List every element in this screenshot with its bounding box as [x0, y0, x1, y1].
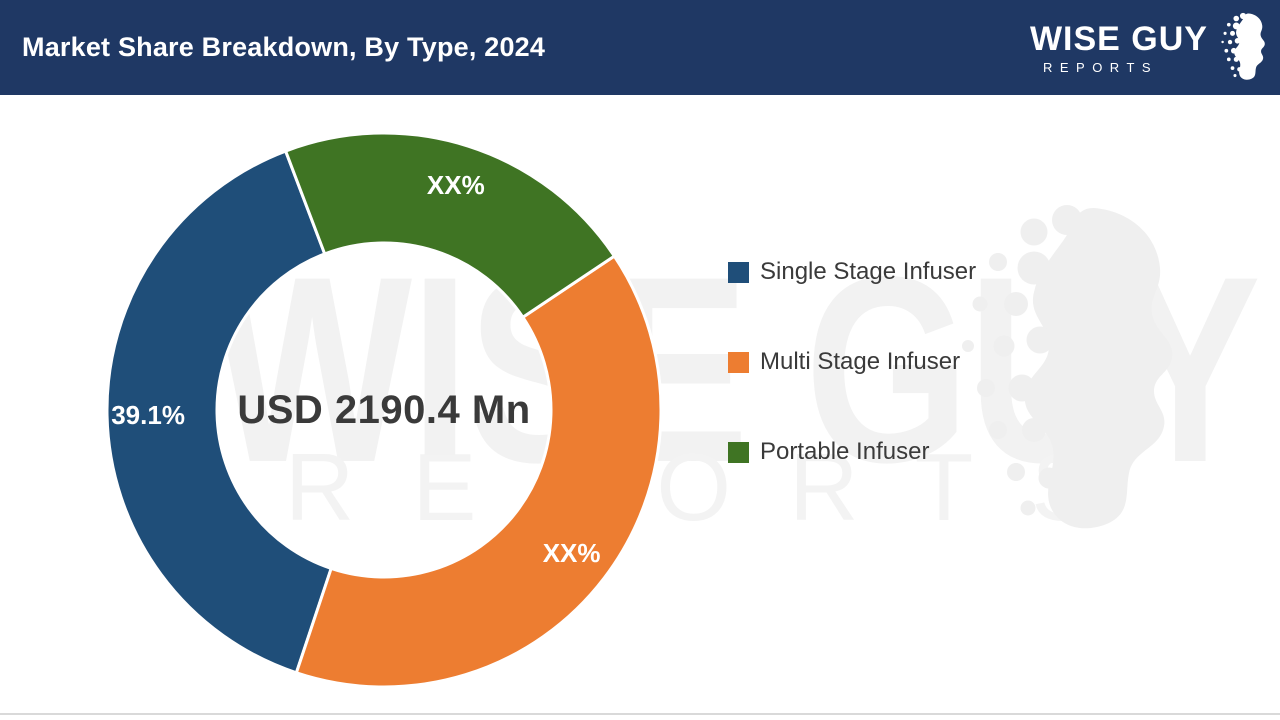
brand-head-icon [1204, 12, 1266, 82]
brand-logo: WISE GUY REPORTS [1030, 8, 1266, 82]
brand-logo-text: WISE GUY REPORTS [1030, 22, 1208, 75]
legend-item-portable-infuser: Portable Infuser [728, 437, 976, 467]
legend-item-single-stage-infuser: Single Stage Infuser [728, 257, 976, 287]
legend-label-multi-stage-infuser: Multi Stage Infuser [760, 348, 961, 375]
segment-percent-label-multi-stage-infuser: XX% [543, 538, 601, 568]
donut-segment-portable-infuser [284, 131, 616, 319]
legend-label-portable-infuser: Portable Infuser [760, 438, 930, 465]
legend-swatch-single-stage-infuser [728, 261, 749, 283]
donut-segment-single-stage-infuser [105, 149, 333, 675]
segment-percent-label-single-stage-infuser: 39.1% [111, 400, 185, 430]
donut-segment-multi-stage-infuser [294, 254, 663, 689]
legend-item-multi-stage-infuser: Multi Stage Infuser [728, 347, 976, 377]
legend-swatch-multi-stage-infuser [728, 351, 749, 373]
chart-legend: Single Stage Infuser Multi Stage Infuser P… [728, 257, 976, 527]
donut-center-value: USD 2190.4 Mn [237, 388, 531, 432]
donut-labels: 39.1% XX% XX% [111, 170, 600, 568]
donut-segments [105, 131, 663, 689]
page-title: Market Share Breakdown, By Type, 2024 [22, 32, 546, 62]
legend-label-single-stage-infuser: Single Stage Infuser [760, 258, 977, 285]
header-bar: Market Share Breakdown, By Type, 2024 WI… [0, 0, 1280, 95]
brand-subtext: REPORTS [1042, 60, 1159, 75]
brand-wordmark: WISE GUY [1029, 20, 1208, 58]
legend-swatch-portable-infuser [728, 441, 749, 463]
segment-percent-label-portable-infuser: XX% [427, 170, 485, 200]
bottom-divider [0, 713, 1280, 715]
watermark-reports-text: REPORTS [285, 434, 1154, 541]
